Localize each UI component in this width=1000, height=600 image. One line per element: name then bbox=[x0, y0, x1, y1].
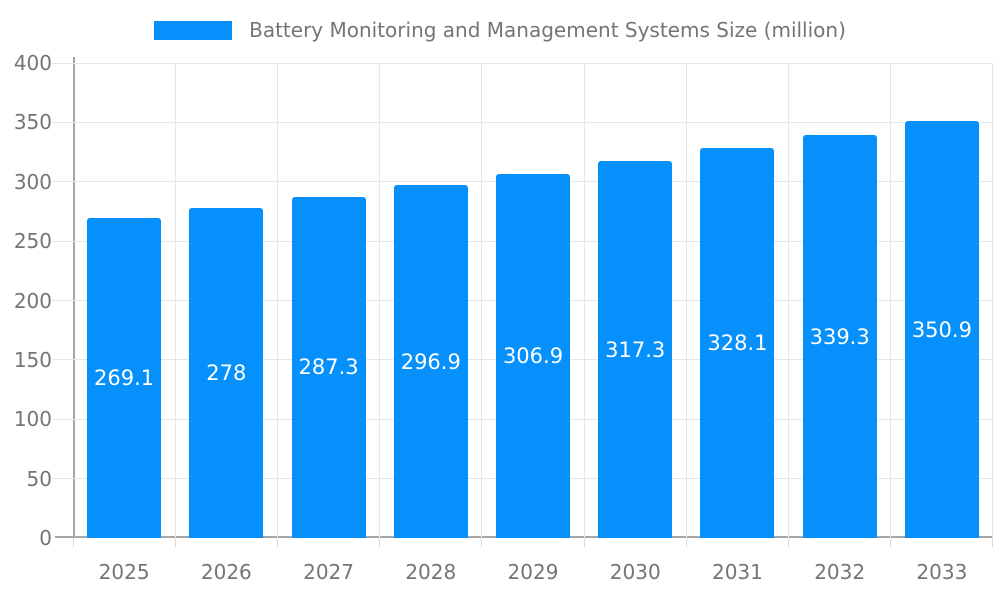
bar[interactable]: 269.1 bbox=[87, 218, 162, 538]
bar[interactable]: 350.9 bbox=[904, 121, 979, 538]
chart-legend[interactable]: Battery Monitoring and Management System… bbox=[0, 17, 1000, 43]
y-axis-tick-label: 250 bbox=[13, 229, 52, 254]
x-axis-tick bbox=[583, 538, 585, 547]
x-gridline bbox=[379, 63, 381, 538]
x-axis-tick bbox=[72, 538, 74, 547]
x-axis-tick-label: 2031 bbox=[711, 560, 763, 584]
x-gridline bbox=[583, 63, 585, 538]
y-axis-line bbox=[73, 57, 75, 538]
bar-value-label: 328.1 bbox=[707, 331, 768, 356]
y-axis-tick-label: 400 bbox=[13, 51, 52, 75]
legend-swatch[interactable] bbox=[154, 20, 233, 40]
y-axis-tick-label: 50 bbox=[26, 466, 52, 491]
bar[interactable]: 296.9 bbox=[393, 185, 468, 538]
y-axis-tick-label: 350 bbox=[13, 110, 52, 135]
x-axis-tick bbox=[685, 538, 687, 547]
y-axis-tick-label: 150 bbox=[13, 347, 52, 372]
bar-value-label: 287.3 bbox=[298, 355, 359, 380]
y-gridline bbox=[52, 62, 993, 64]
x-axis-tick bbox=[890, 538, 892, 547]
y-axis-tick-label: 300 bbox=[13, 169, 52, 194]
x-axis-tick-label: 2025 bbox=[98, 560, 150, 584]
bar-value-label: 278 bbox=[206, 360, 247, 385]
chart-title: Battery Monitoring and Management System… bbox=[249, 18, 846, 42]
bar-value-label: 306.9 bbox=[502, 343, 564, 368]
bar-value-label: 339.3 bbox=[809, 324, 870, 349]
x-axis-tick-label: 2026 bbox=[200, 560, 252, 584]
x-gridline bbox=[685, 63, 687, 538]
plot-area: 0 50 100 150 200 250 300 350 400 2025 269.1 2026 278… bbox=[14, 51, 993, 584]
x-axis-tick bbox=[379, 538, 381, 547]
x-axis-tick-label: 2027 bbox=[303, 560, 354, 584]
x-axis-tick-label: 2033 bbox=[916, 560, 968, 584]
bar-value-label: 317.3 bbox=[605, 337, 666, 362]
x-gridline bbox=[174, 63, 176, 538]
x-axis-tick-label: 2029 bbox=[507, 560, 559, 584]
x-axis-tick-label: 2028 bbox=[405, 560, 457, 584]
bar-value-label: 350.9 bbox=[911, 317, 972, 342]
y-gridline bbox=[52, 121, 993, 123]
bar[interactable]: 306.9 bbox=[496, 173, 570, 538]
x-axis-tick bbox=[788, 538, 790, 547]
x-gridline bbox=[276, 63, 278, 538]
x-axis-tick bbox=[276, 538, 278, 547]
x-gridline bbox=[481, 63, 483, 538]
x-axis-tick-label: 2032 bbox=[814, 560, 866, 584]
bar-value-label: 296.9 bbox=[400, 349, 461, 374]
bar[interactable]: 278 bbox=[189, 207, 264, 538]
y-axis-tick-label: 0 bbox=[39, 526, 52, 550]
x-gridline bbox=[992, 63, 993, 538]
x-axis-tick bbox=[174, 538, 176, 547]
y-axis-tick-label: 100 bbox=[13, 407, 52, 432]
x-axis-tick-label: 2030 bbox=[609, 560, 661, 584]
x-axis-tick bbox=[992, 538, 993, 547]
bar[interactable]: 328.1 bbox=[700, 148, 775, 538]
x-gridline bbox=[890, 63, 892, 538]
bar[interactable]: 287.3 bbox=[291, 196, 366, 538]
bar[interactable]: 339.3 bbox=[802, 135, 877, 538]
x-axis-tick bbox=[481, 538, 483, 547]
bar[interactable]: 317.3 bbox=[598, 161, 673, 538]
x-gridline bbox=[788, 63, 790, 538]
bar-value-label: 269.1 bbox=[94, 366, 155, 391]
y-axis-tick-label: 200 bbox=[13, 288, 52, 313]
